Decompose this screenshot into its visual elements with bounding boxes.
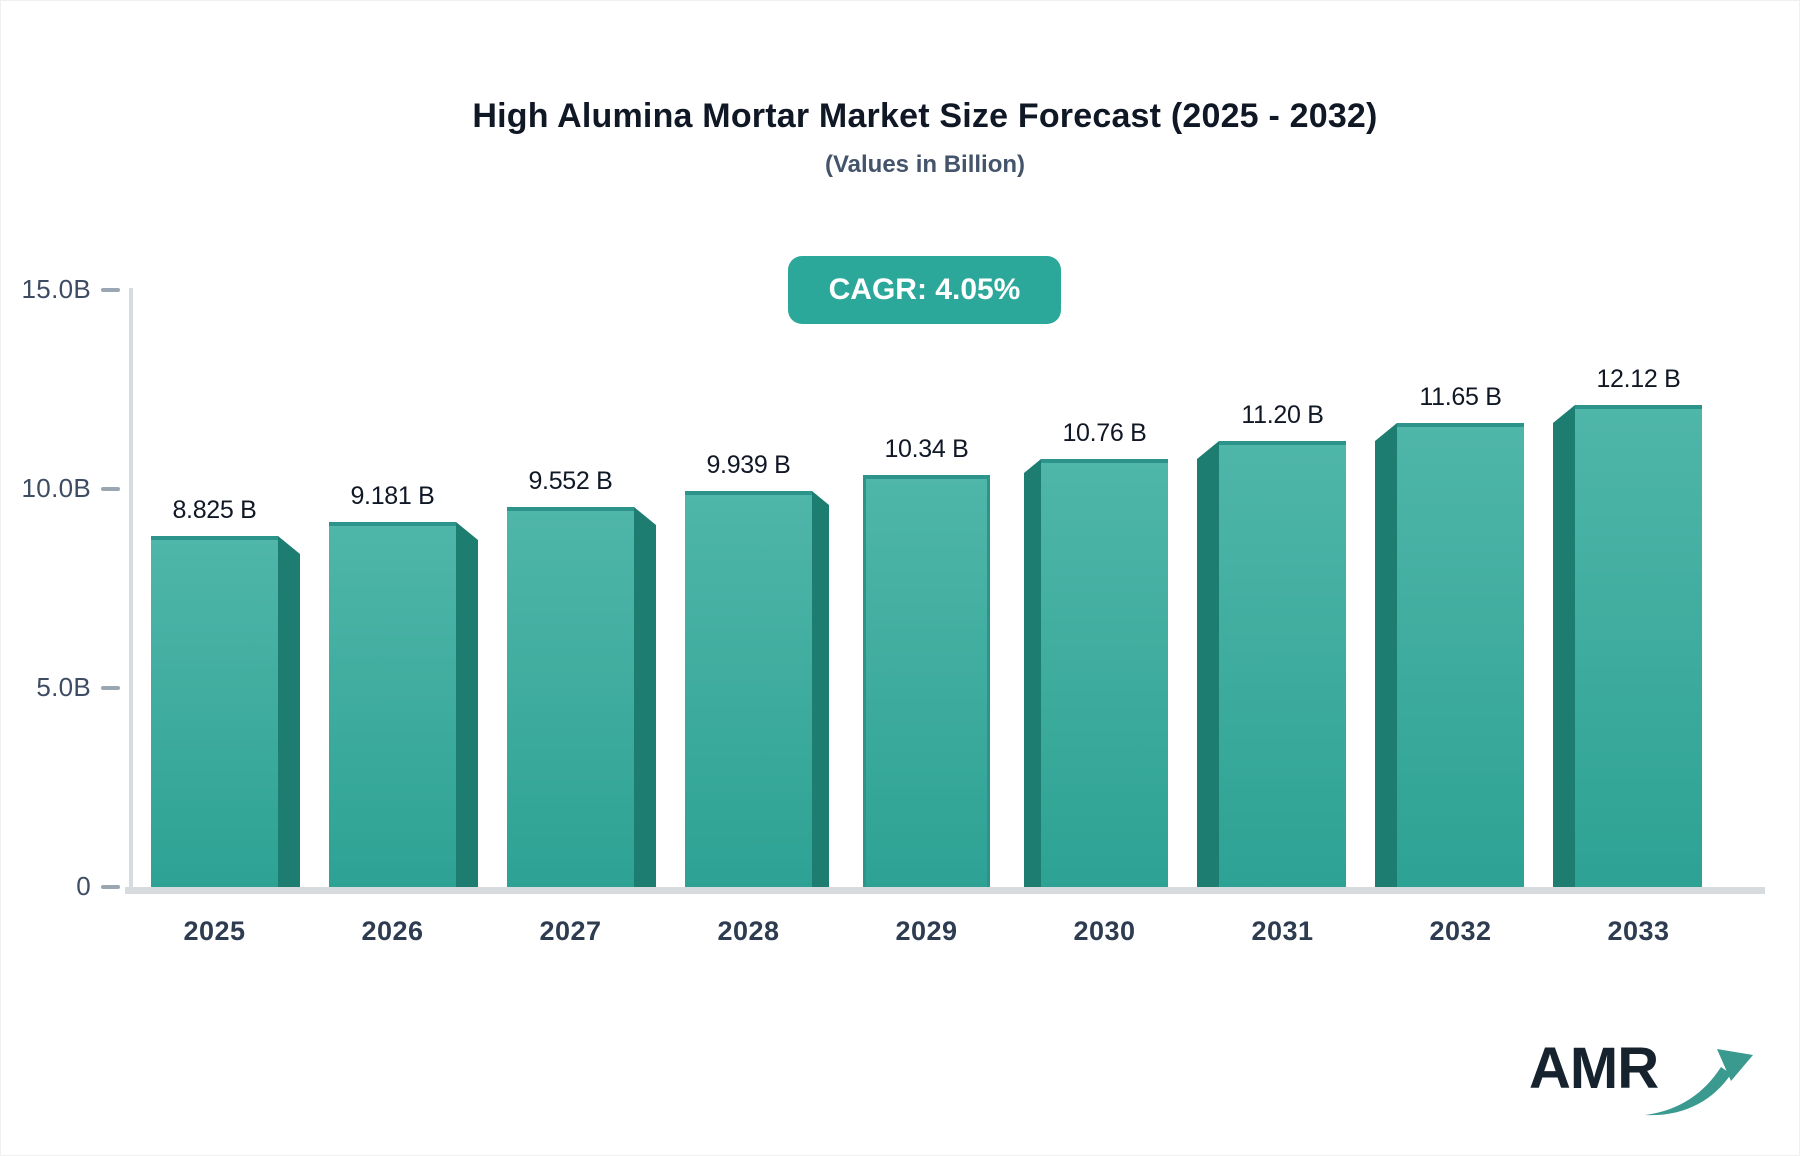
amr-logo: AMR bbox=[1529, 1035, 1779, 1125]
amr-logo-text: AMR bbox=[1529, 1036, 1659, 1101]
bar-2032 bbox=[1397, 423, 1524, 887]
bar-2026 bbox=[329, 522, 456, 887]
bar-side-2026 bbox=[456, 522, 478, 887]
bar-side-2025 bbox=[278, 536, 300, 887]
cagr-badge: CAGR: 4.05% bbox=[788, 256, 1061, 324]
bar-2027 bbox=[507, 507, 634, 887]
y-axis-line bbox=[129, 288, 133, 894]
bar-side-2030 bbox=[1024, 459, 1041, 887]
y-tick-mark bbox=[101, 885, 120, 889]
bar-value-label-2026: 9.181 B bbox=[350, 482, 435, 510]
bar-2025 bbox=[151, 536, 278, 887]
bar-2028 bbox=[685, 491, 812, 887]
y-tick-mark bbox=[101, 686, 120, 690]
bar-side-2033 bbox=[1553, 405, 1575, 887]
bar-2029 bbox=[863, 475, 990, 887]
bar-side-2032 bbox=[1375, 423, 1397, 887]
bar-value-label-2030: 10.76 B bbox=[1062, 419, 1147, 447]
bar-side-2027 bbox=[634, 507, 656, 887]
bar-2030 bbox=[1041, 459, 1168, 887]
growth-arrow-icon bbox=[1645, 1049, 1753, 1116]
x-axis-baseline bbox=[125, 887, 1765, 894]
bar-value-label-2027: 9.552 B bbox=[528, 467, 613, 495]
chart-title: High Alumina Mortar Market Size Forecast… bbox=[472, 97, 1378, 135]
bar-value-label-2031: 11.20 B bbox=[1241, 401, 1324, 429]
bar-value-label-2029: 10.34 B bbox=[884, 435, 969, 463]
chart-subtitle: (Values in Billion) bbox=[824, 151, 1026, 178]
y-axis-label: 10.0B bbox=[21, 473, 91, 503]
x-axis-label-2029: 2029 bbox=[895, 916, 958, 946]
x-axis-label-2031: 2031 bbox=[1251, 916, 1314, 946]
bar-2033 bbox=[1575, 405, 1702, 887]
x-axis-label-2025: 2025 bbox=[183, 916, 246, 946]
y-tick-mark bbox=[101, 288, 120, 292]
y-axis-label: 5.0B bbox=[36, 672, 91, 702]
x-axis-label-2026: 2026 bbox=[361, 916, 424, 946]
bar-2031 bbox=[1219, 441, 1346, 887]
y-axis-label: 15.0B bbox=[21, 274, 91, 304]
bar-value-label-2028: 9.939 B bbox=[706, 451, 791, 479]
x-axis-label-2030: 2030 bbox=[1073, 916, 1136, 946]
bar-value-label-2033: 12.12 B bbox=[1596, 365, 1681, 393]
bar-value-label-2025: 8.825 B bbox=[172, 496, 257, 524]
x-axis-label-2033: 2033 bbox=[1607, 916, 1670, 946]
bar-side-2028 bbox=[812, 491, 829, 887]
x-axis-label-2032: 2032 bbox=[1429, 916, 1492, 946]
bar-side-2031 bbox=[1197, 441, 1219, 887]
x-axis-label-2027: 2027 bbox=[539, 916, 602, 946]
x-axis-label-2028: 2028 bbox=[717, 916, 780, 946]
y-tick-mark bbox=[101, 487, 120, 491]
y-axis-label: 0 bbox=[76, 871, 91, 901]
bar-value-label-2032: 11.65 B bbox=[1419, 383, 1502, 411]
